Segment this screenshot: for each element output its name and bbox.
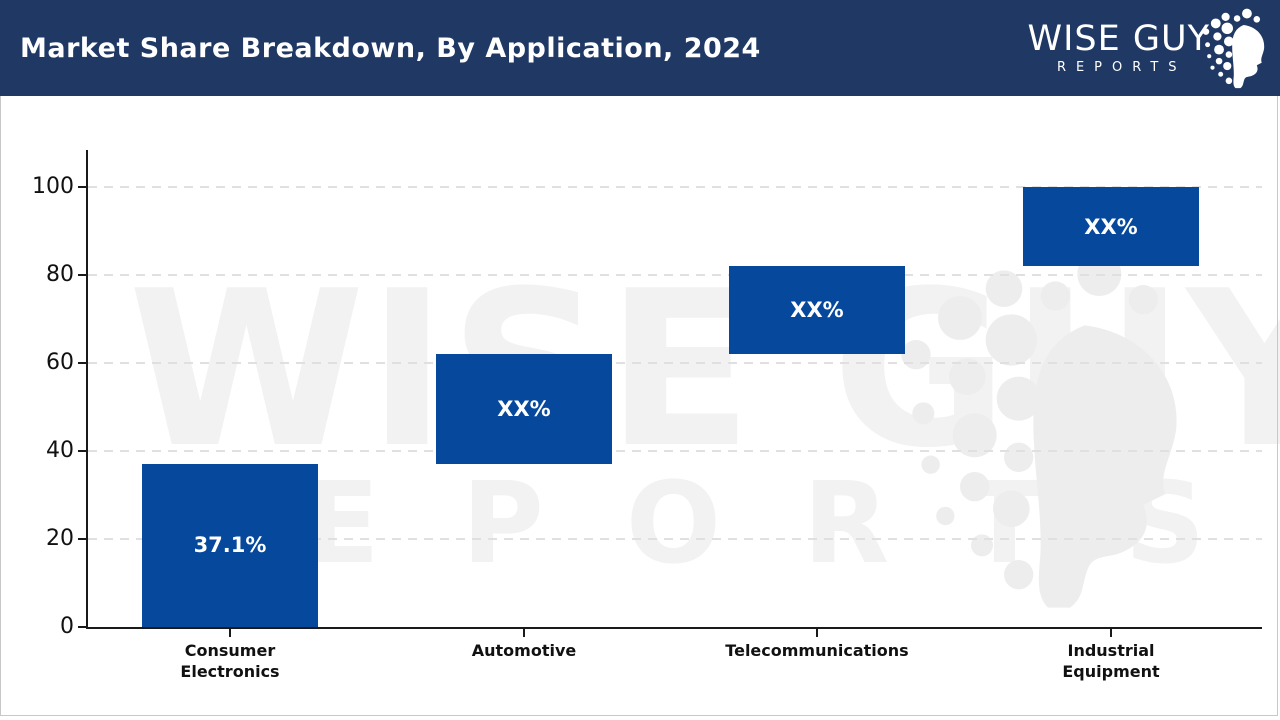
x-category-label-line: Automotive <box>471 641 577 660</box>
wiseguy-logo: WISE GUY REPORTS <box>1027 7 1270 89</box>
y-tick-label: 20 <box>46 526 74 551</box>
x-category-label-line: Consumer <box>184 641 276 660</box>
y-tick-mark <box>78 186 86 188</box>
x-category-label-line: Electronics <box>180 662 280 682</box>
x-category-label: Telecommunications <box>702 640 932 661</box>
header-bar: Market Share Breakdown, By Application, … <box>0 0 1280 96</box>
bar-segment <box>1023 187 1199 267</box>
x-category-label-line: Equipment <box>1062 662 1160 682</box>
y-tick-label: 80 <box>46 262 74 287</box>
bar-segment <box>436 354 612 464</box>
x-category-label: Consumer Electronics <box>115 640 345 682</box>
y-tick-mark <box>78 538 86 540</box>
x-category-label: Industrial Equipment <box>996 640 1226 682</box>
x-axis-line <box>86 627 1262 629</box>
y-tick-mark <box>78 274 86 276</box>
x-tick-mark <box>229 629 231 637</box>
bar-segment <box>142 463 318 627</box>
logo-text: WISE GUY REPORTS <box>1027 18 1210 75</box>
y-gridline <box>88 362 1262 364</box>
y-axis-line <box>86 150 88 629</box>
y-gridline <box>88 274 1262 276</box>
x-tick-mark <box>523 629 525 637</box>
logo-reports: REPORTS <box>1056 59 1187 75</box>
x-tick-mark <box>1110 629 1112 637</box>
y-gridline <box>88 186 1262 188</box>
bar-value-label: XX% <box>1084 214 1138 239</box>
y-tick-mark <box>78 450 86 452</box>
bar-segment <box>729 266 905 355</box>
bar-value-label: 37.1% <box>193 533 267 558</box>
y-tick-mark <box>78 362 86 364</box>
x-tick-mark <box>816 629 818 637</box>
y-tick-label: 100 <box>32 174 74 199</box>
logo-wordmark: WISE GUY <box>1027 18 1210 59</box>
y-gridline <box>88 538 1262 540</box>
y-gridline <box>88 450 1262 452</box>
y-tick-mark <box>78 626 86 628</box>
x-category-label: Automotive <box>409 640 639 661</box>
x-category-label-line: Telecommunications <box>725 641 909 660</box>
y-tick-label: 0 <box>60 614 74 639</box>
y-tick-label: 60 <box>46 350 74 375</box>
wiseguy-head-icon <box>1196 7 1270 89</box>
x-category-label-line: Industrial <box>1067 641 1155 660</box>
bar-value-label: XX% <box>790 298 844 323</box>
bar-value-label: XX% <box>497 396 551 421</box>
y-tick-label: 40 <box>46 438 74 463</box>
chart-title: Market Share Breakdown, By Application, … <box>20 32 761 64</box>
